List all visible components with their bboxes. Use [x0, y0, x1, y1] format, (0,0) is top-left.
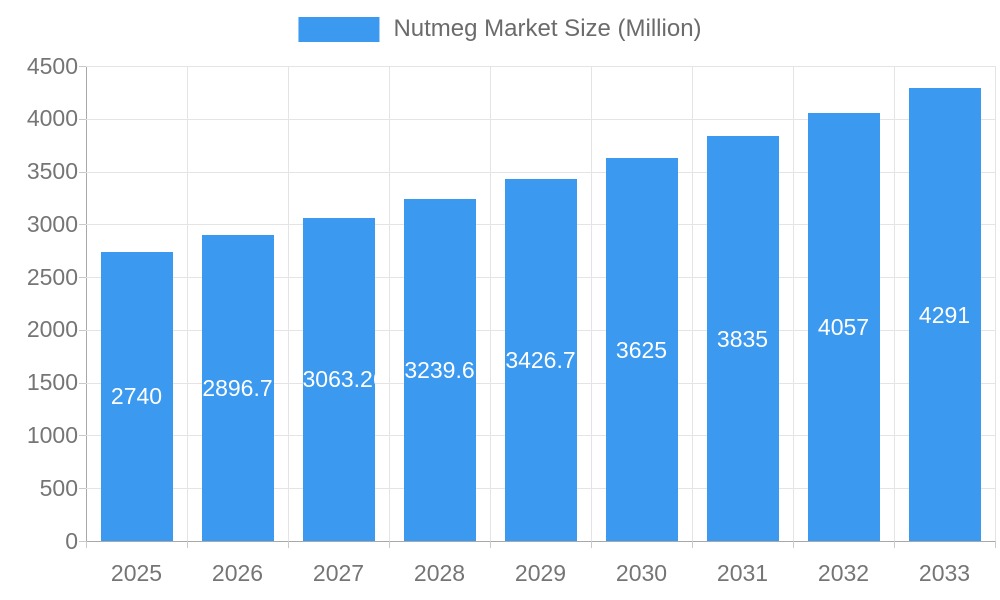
bar: 4291 — [908, 88, 981, 541]
y-tick-mark — [79, 382, 86, 384]
y-tick-mark — [79, 277, 86, 279]
y-tick-label: 1000 — [26, 421, 78, 448]
bar: 3063.26 — [302, 217, 375, 541]
y-tick-label: 0 — [65, 527, 78, 554]
v-gridline — [692, 66, 693, 541]
y-tick-mark — [79, 488, 86, 490]
y-axis-line — [86, 66, 87, 548]
x-tick-mark — [591, 541, 592, 548]
x-tick-mark — [894, 541, 895, 548]
y-tick-mark — [79, 118, 86, 120]
bar-value-label: 3835 — [716, 325, 769, 352]
v-gridline — [187, 66, 188, 541]
legend-swatch — [298, 16, 380, 42]
bar-value-label: 2896.7 — [202, 375, 273, 402]
y-tick-mark — [79, 224, 86, 226]
bar: 2740 — [100, 251, 173, 541]
v-gridline — [591, 66, 592, 541]
h-gridline — [86, 171, 995, 173]
legend: Nutmeg Market Size (Million) — [298, 15, 702, 43]
v-gridline — [894, 66, 895, 541]
x-tick-label: 2033 — [918, 560, 971, 586]
y-tick-label: 1500 — [26, 369, 78, 396]
bar-value-label: 2740 — [110, 383, 163, 410]
x-tick-mark — [995, 541, 996, 548]
bar-value-label: 3625 — [615, 336, 668, 363]
legend-label: Nutmeg Market Size (Million) — [393, 15, 702, 42]
x-tick-mark — [793, 541, 794, 548]
x-axis-line — [86, 541, 996, 542]
bar: 2896.7 — [201, 235, 274, 541]
y-tick-label: 4500 — [26, 52, 78, 79]
y-tick-label: 4000 — [26, 105, 78, 132]
y-tick-label: 500 — [39, 474, 78, 501]
x-tick-mark — [490, 541, 491, 548]
x-tick-label: 2026 — [211, 560, 264, 586]
h-gridline — [86, 66, 995, 67]
v-gridline — [995, 66, 996, 541]
y-tick-mark — [79, 435, 86, 437]
y-tick-label: 3000 — [26, 210, 78, 237]
bar-value-label: 3426.7 — [505, 347, 576, 374]
x-tick-label: 2032 — [817, 560, 870, 586]
y-tick-label: 2000 — [26, 316, 78, 343]
plot-area: 2740 2896.7 3063.26 3239.6 3426.7 3625 3835 405… — [86, 66, 996, 541]
v-gridline — [793, 66, 794, 541]
bar-value-label: 3063.26 — [302, 366, 375, 393]
bar: 3426.7 — [504, 179, 577, 541]
v-gridline — [288, 66, 289, 541]
bar: 3835 — [706, 136, 779, 541]
y-tick-label: 2500 — [26, 263, 78, 290]
x-tick-label: 2029 — [514, 560, 567, 586]
y-tick-mark — [79, 66, 86, 67]
bar-value-label: 4057 — [817, 313, 870, 340]
x-tick-mark — [86, 541, 87, 548]
x-tick-label: 2028 — [413, 560, 466, 586]
bar-value-label: 3239.6 — [404, 357, 475, 384]
y-tick-mark — [79, 329, 86, 331]
v-gridline — [490, 66, 491, 541]
h-gridline — [86, 118, 995, 120]
x-tick-label: 2027 — [312, 560, 365, 586]
v-gridline — [389, 66, 390, 541]
y-tick-label: 3500 — [26, 158, 78, 185]
x-tick-label: 2031 — [716, 560, 769, 586]
y-tick-mark — [79, 541, 86, 542]
x-tick-mark — [389, 541, 390, 548]
y-tick-mark — [79, 171, 86, 173]
x-tick-mark — [288, 541, 289, 548]
x-tick-mark — [187, 541, 188, 548]
bar: 3239.6 — [403, 199, 476, 541]
bar: 3625 — [605, 158, 678, 541]
x-tick-label: 2025 — [110, 560, 163, 586]
x-tick-label: 2030 — [615, 560, 668, 586]
bar-value-label: 4291 — [918, 301, 971, 328]
bar: 4057 — [807, 112, 880, 541]
x-tick-mark — [692, 541, 693, 548]
